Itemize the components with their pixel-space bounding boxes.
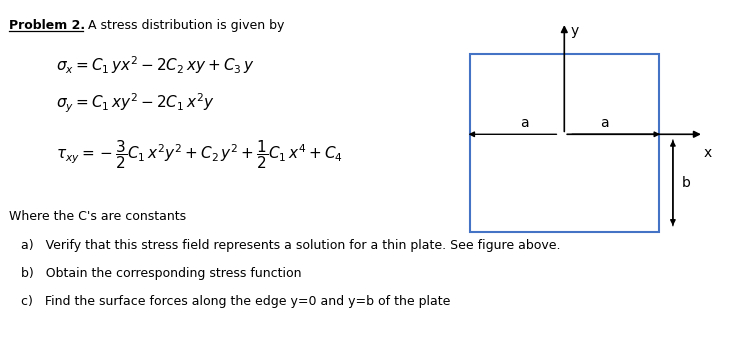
Text: x: x xyxy=(704,146,712,160)
Text: $\tau_{xy} = -\dfrac{3}{2}C_1\,x^2 y^2 + C_2\,y^2 + \dfrac{1}{2}C_1\,x^4 + C_4$: $\tau_{xy} = -\dfrac{3}{2}C_1\,x^2 y^2 +… xyxy=(56,138,343,171)
Text: A stress distribution is given by: A stress distribution is given by xyxy=(84,19,284,32)
Text: a: a xyxy=(600,116,608,130)
Text: a)   Verify that this stress field represents a solution for a thin plate. See f: a) Verify that this stress field represe… xyxy=(21,239,561,252)
Text: $\sigma_y = C_1\,xy^2 - 2C_1\,x^2 y$: $\sigma_y = C_1\,xy^2 - 2C_1\,x^2 y$ xyxy=(56,92,215,115)
Text: b: b xyxy=(682,176,691,190)
Text: Where the C's are constants: Where the C's are constants xyxy=(9,210,186,223)
Bar xyxy=(470,54,659,233)
Text: $\sigma_x = C_1\,yx^2 - 2C_2\,xy + C_3\,y$: $\sigma_x = C_1\,yx^2 - 2C_2\,xy + C_3\,… xyxy=(56,54,255,76)
Text: Problem 2.: Problem 2. xyxy=(9,19,86,32)
Text: c)   Find the surface forces along the edge y=0 and y=b of the plate: c) Find the surface forces along the edg… xyxy=(21,295,450,308)
Text: y: y xyxy=(570,24,578,38)
Text: b)   Obtain the corresponding stress function: b) Obtain the corresponding stress funct… xyxy=(21,267,302,280)
Text: a: a xyxy=(520,116,529,130)
